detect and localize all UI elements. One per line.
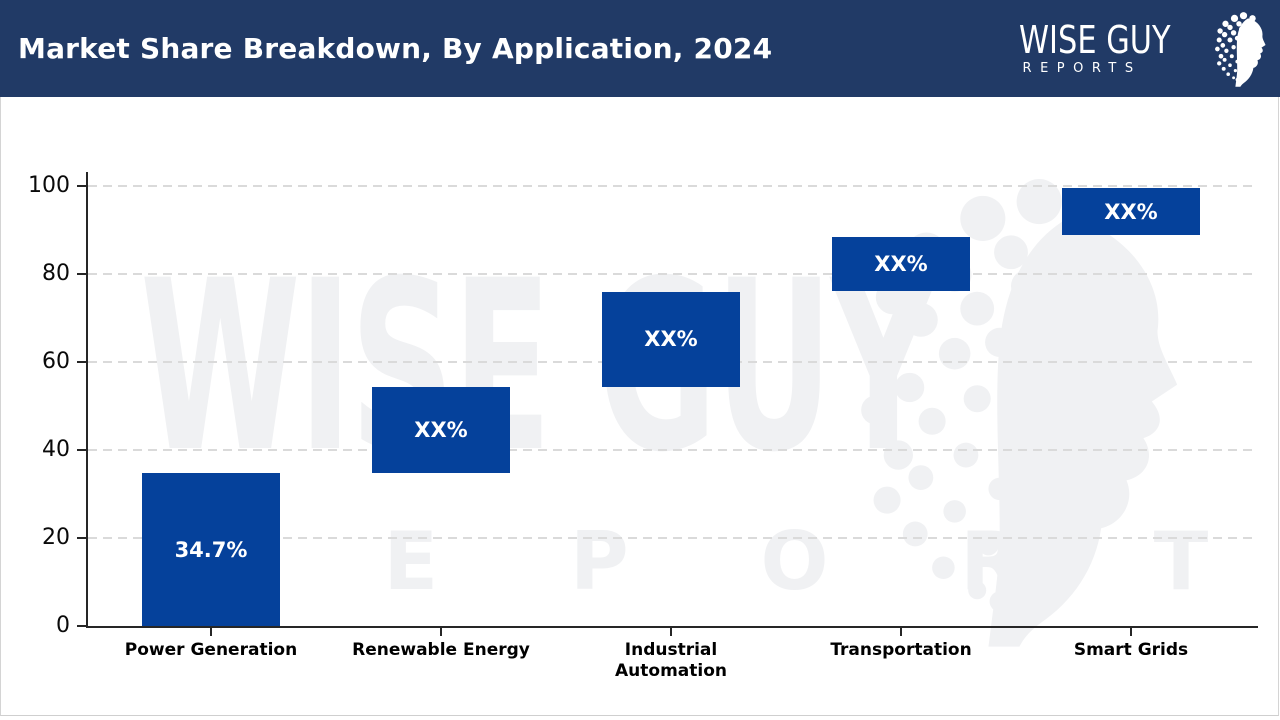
y-tick-label: 20 (42, 525, 70, 550)
y-tick-label: 0 (56, 613, 70, 638)
bar-power-generation: 34.7% (142, 473, 280, 626)
x-axis-spine (86, 626, 1258, 628)
y-tick-mark (77, 449, 86, 451)
x-tick-mark (670, 628, 672, 636)
x-tick-mark (900, 628, 902, 636)
brand-text: WISE GUY REPORTS (1019, 21, 1208, 76)
bar-value-label: XX% (874, 251, 928, 276)
gridline-100 (88, 185, 1258, 187)
y-tick-label: 60 (42, 349, 70, 374)
bar-value-label: 34.7% (174, 537, 248, 562)
brand-subtitle: REPORTS (1022, 61, 1142, 76)
x-tick-mark (440, 628, 442, 636)
x-category-label: Power Generation (124, 640, 298, 660)
x-category-label: Transportation (830, 640, 972, 660)
bar-value-label: XX% (644, 327, 698, 352)
y-tick-mark (77, 273, 86, 275)
bar-renewable-energy: XX% (372, 387, 510, 474)
y-tick-mark (77, 185, 86, 187)
page-title: Market Share Breakdown, By Application, … (18, 32, 773, 65)
gridline-20 (88, 537, 1258, 539)
bar-transportation: XX% (832, 236, 970, 291)
x-tick-mark (210, 628, 212, 636)
gridline-40 (88, 449, 1258, 451)
y-tick-mark (77, 537, 86, 539)
brand-logo: WISE GUY REPORTS (1019, 10, 1280, 88)
bar-value-label: XX% (1104, 199, 1158, 224)
gridline-80 (88, 273, 1258, 275)
y-tick-mark (77, 361, 86, 363)
y-tick-label: 100 (28, 173, 70, 198)
y-tick-label: 40 (42, 437, 70, 462)
bar-value-label: XX% (414, 418, 468, 443)
x-category-label: Smart Grids (1073, 640, 1189, 660)
watermark-text-line1: WISE GUY (140, 231, 936, 504)
plot-area: 0 20 40 60 80 100 34.7% Power Generation XX% Rene… (28, 172, 1258, 681)
x-category-label: Industrial Automation (615, 640, 727, 681)
x-category-label: Renewable Energy (352, 640, 530, 660)
brand-name: WISE GUY (1018, 18, 1171, 62)
y-tick-label: 80 (42, 261, 70, 286)
y-axis-spine (86, 172, 88, 628)
header-bar: Market Share Breakdown, By Application, … (0, 0, 1280, 97)
dotted-face-profile-icon (1212, 10, 1266, 88)
x-tick-mark (1130, 628, 1132, 636)
bar-smart-grids: XX% (1062, 188, 1200, 236)
bar-industrial-automation: XX% (602, 291, 740, 388)
y-tick-mark (77, 625, 86, 627)
